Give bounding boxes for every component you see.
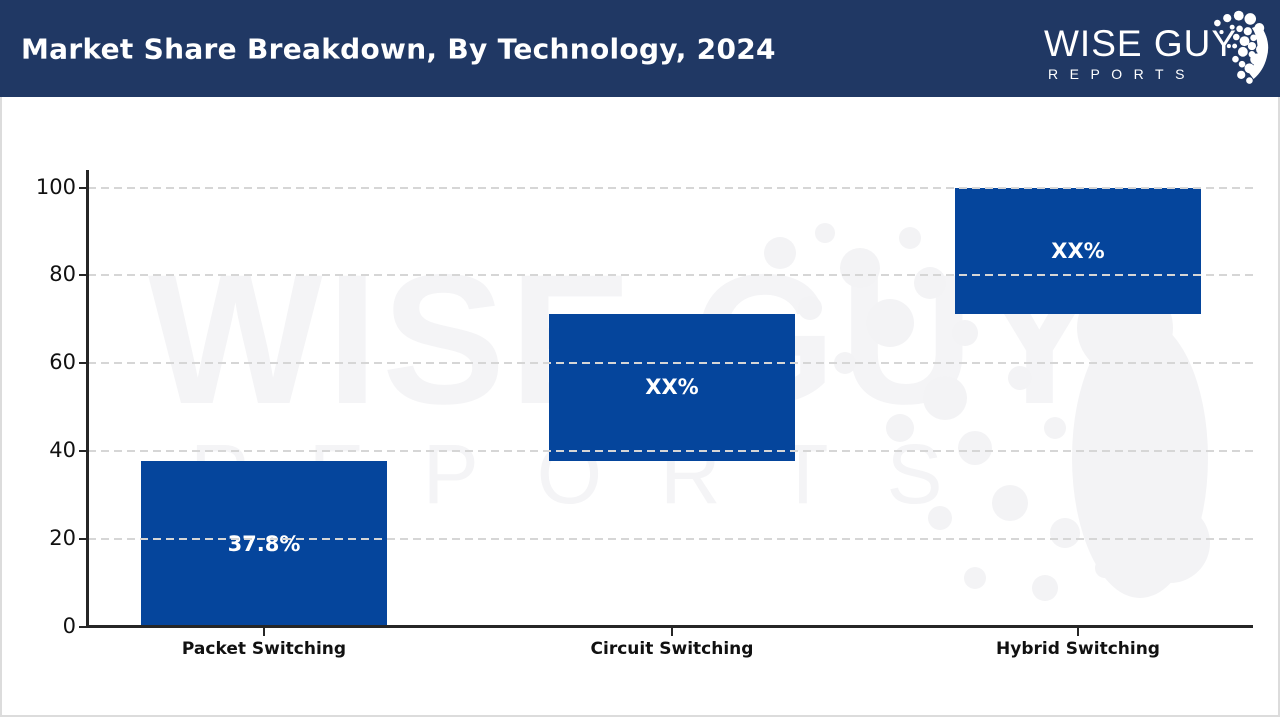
gridline-80 (88, 274, 1253, 277)
plot-area: 37.8% XX% XX% (88, 170, 1253, 627)
x-category-label-circuit-switching: Circuit Switching (590, 639, 754, 659)
bar-hybrid-switching: XX% (955, 187, 1201, 314)
bar-value-label-circuit-switching: XX% (645, 375, 699, 400)
y-tick-mark-20 (79, 538, 87, 541)
x-category-label-packet-switching: Packet Switching (181, 639, 347, 659)
x-tick-mark-circuit-switching (671, 628, 673, 636)
x-category-label-hybrid-switching: Hybrid Switching (996, 639, 1160, 659)
page-border-bottom (0, 715, 1280, 717)
x-tick-mark-packet-switching (263, 628, 265, 636)
gridline-20 (88, 538, 1253, 541)
bar-value-label-packet-switching: 37.8% (227, 531, 301, 556)
y-tick-mark-60 (79, 362, 87, 365)
y-axis-line (86, 170, 89, 628)
page-title: Market Share Breakdown, By Technology, 2… (21, 32, 776, 65)
watermark-head-icon (764, 223, 1210, 601)
bar-value-label-hybrid-switching: XX% (1051, 238, 1105, 263)
bar-circuit-switching: XX% (549, 313, 795, 461)
wiseguy-head-icon (1214, 10, 1269, 84)
y-tick-label-60: 60 (49, 350, 76, 375)
logo-wordmark: WISE GUY (1044, 23, 1238, 64)
y-tick-mark-80 (79, 274, 87, 277)
y-tick-label-40: 40 (49, 438, 76, 463)
header-band: Market Share Breakdown, By Technology, 2… (0, 0, 1280, 97)
x-axis-line (86, 625, 1253, 628)
y-tick-label-20: 20 (49, 526, 76, 551)
gridline-40 (88, 450, 1253, 453)
y-tick-label-100: 100 (35, 174, 76, 199)
gridline-100 (88, 186, 1253, 189)
gridline-60 (88, 362, 1253, 365)
y-tick-mark-100 (79, 186, 87, 189)
y-tick-label-80: 80 (49, 262, 76, 287)
y-tick-label-0: 0 (62, 614, 76, 638)
page-border-right (1278, 97, 1280, 717)
x-tick-mark-hybrid-switching (1077, 628, 1079, 636)
wiseguy-logo: WISE GUY REPORTS (1012, 4, 1270, 94)
y-tick-mark-40 (79, 450, 87, 453)
y-tick-mark-0 (79, 626, 87, 628)
page-border-left (0, 97, 2, 717)
bar-packet-switching: 37.8% (141, 460, 387, 627)
logo-subtext: REPORTS (1048, 66, 1196, 82)
